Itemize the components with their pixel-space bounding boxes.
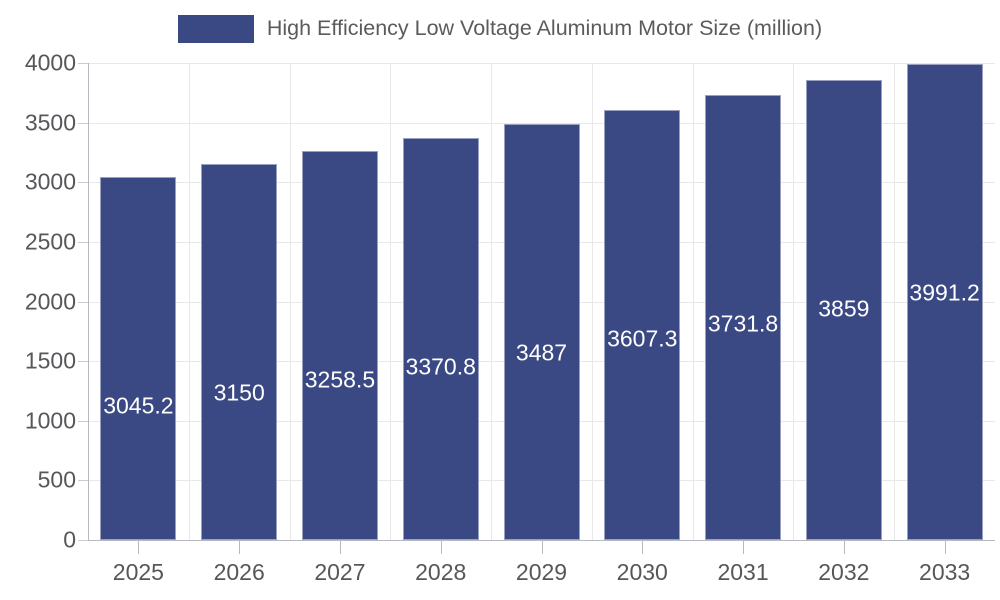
x-axis-tick-mark <box>541 541 543 554</box>
bar-value-label: 3150 <box>213 379 265 406</box>
bar-2028[interactable] <box>402 138 479 540</box>
x-axis-tick-label: 2025 <box>112 559 164 585</box>
y-axis-tick-mark <box>78 122 88 124</box>
gridline-vertical <box>491 63 492 540</box>
bar-2026[interactable] <box>201 164 278 540</box>
y-axis-tick-mark <box>78 301 88 303</box>
x-axis-tick-label: 2032 <box>818 559 870 585</box>
x-axis-tick-label: 2027 <box>314 559 366 585</box>
x-axis-tick-mark <box>138 541 140 554</box>
y-axis-tick-label: 4000 <box>24 49 76 76</box>
chart-legend: High Efficiency Low Voltage Aluminum Mot… <box>0 12 1000 46</box>
y-axis-tick-mark <box>78 63 88 64</box>
x-axis-tick-label: 2031 <box>717 559 769 585</box>
bar-2025[interactable] <box>100 176 177 540</box>
y-axis-tick-mark <box>78 480 88 482</box>
y-axis-tick-label: 3500 <box>24 109 76 136</box>
x-axis-tick-label: 2026 <box>213 559 265 585</box>
bar-2030[interactable] <box>604 109 681 540</box>
bar-2033[interactable] <box>906 64 983 540</box>
y-axis-tick-mark <box>78 420 88 422</box>
x-axis-tick-label: 2029 <box>515 559 568 585</box>
gridline-vertical <box>390 63 391 540</box>
legend-swatch-series-1 <box>177 15 254 43</box>
gridline-vertical <box>290 63 291 540</box>
x-axis-tick-mark <box>440 541 442 554</box>
bar-2032[interactable] <box>805 79 882 540</box>
x-axis-tick-mark <box>339 541 341 554</box>
bar-2029[interactable] <box>503 124 580 540</box>
gridline-vertical <box>793 63 794 540</box>
y-axis-tick-mark <box>78 361 88 363</box>
x-axis-tick-label: 2033 <box>919 559 971 585</box>
legend-label-series-1: High Efficiency Low Voltage Aluminum Mot… <box>266 16 823 41</box>
gridline-vertical <box>592 63 593 540</box>
x-axis-tick-mark <box>843 541 845 554</box>
x-axis-tick-mark <box>944 541 946 554</box>
x-axis-baseline <box>88 540 995 541</box>
y-axis-tick-label: 2500 <box>24 228 76 255</box>
y-axis-tick-label: 1500 <box>24 347 76 374</box>
y-axis-tick-mark <box>78 540 88 541</box>
bar-2027[interactable] <box>301 151 378 540</box>
bar-value-label: 3258.5 <box>304 366 376 393</box>
y-axis-tick-label: 2000 <box>24 288 76 314</box>
y-axis-spine <box>88 63 89 541</box>
y-axis-tick-label: 1000 <box>24 407 76 434</box>
bar-value-label: 3859 <box>818 295 870 322</box>
bar-value-label: 3045.2 <box>103 392 174 419</box>
bar-2031[interactable] <box>705 94 782 540</box>
y-axis-tick-mark <box>78 182 88 184</box>
gridline-vertical <box>189 63 190 540</box>
y-axis-tick-mark <box>78 241 88 243</box>
plot-area: 3045.2 3150 3258.5 3370.8 3487 3607.3 3731.8 38… <box>88 63 995 541</box>
gridline-horizontal <box>88 63 995 64</box>
x-axis-tick-mark <box>239 541 241 554</box>
gridline-horizontal <box>88 122 995 124</box>
y-axis-tick-label: 0 <box>63 526 76 553</box>
y-axis-tick-label: 500 <box>37 466 76 493</box>
bar-value-label: 3370.8 <box>405 353 476 380</box>
bar-value-label: 3991.2 <box>909 279 980 306</box>
bar-value-label: 3487 <box>515 339 568 366</box>
bar-value-label: 3731.8 <box>707 310 779 337</box>
gridline-vertical <box>693 63 694 540</box>
gridline-vertical <box>894 63 895 540</box>
x-axis-tick-mark <box>743 541 745 554</box>
x-axis-tick-mark <box>642 541 644 554</box>
y-axis-tick-label: 3000 <box>24 168 76 195</box>
x-axis-tick-label: 2030 <box>616 559 668 585</box>
bar-value-label: 3607.3 <box>607 325 678 352</box>
x-axis-tick-label: 2028 <box>415 559 467 585</box>
y-axis-labels: 0 500 1000 1500 2000 2500 3000 3500 4000 <box>0 0 76 600</box>
